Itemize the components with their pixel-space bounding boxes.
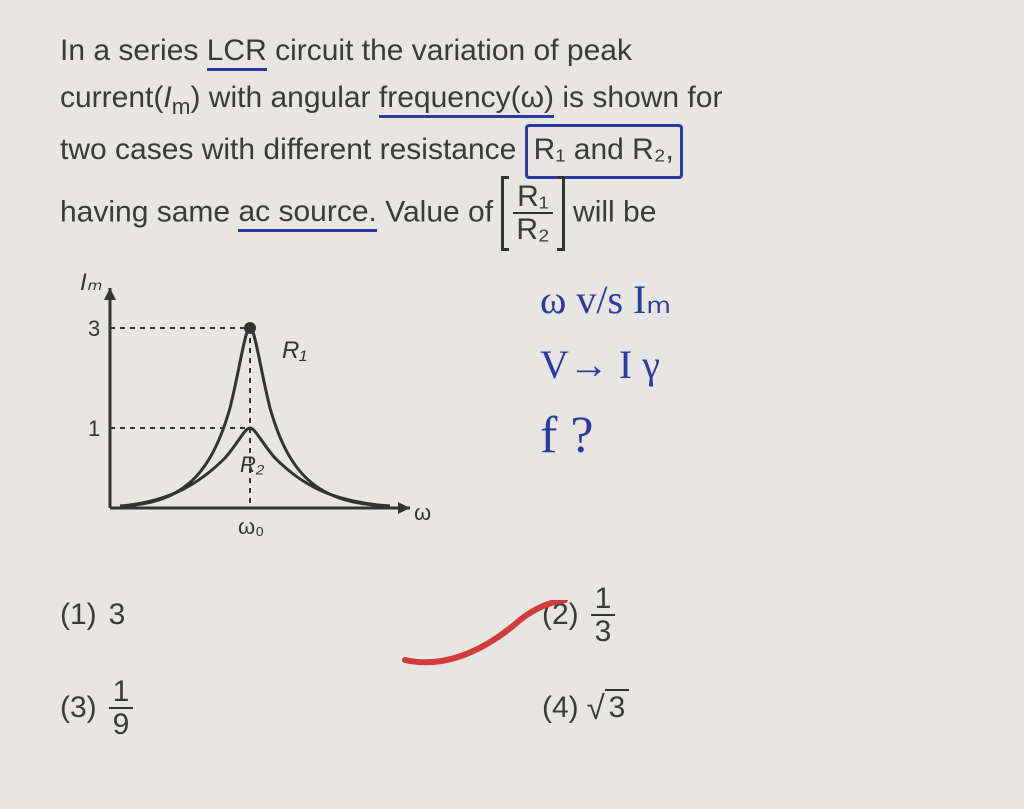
ratio-bracket: R₁ R₂ xyxy=(501,179,564,248)
option-4-rad: 3 xyxy=(605,689,630,724)
graph: Iₘ 3 1 R₁ R₂ ω₀ ω xyxy=(60,258,480,563)
option-1[interactable]: (1) 3 xyxy=(60,583,502,648)
q-seg: is shown for xyxy=(554,81,722,114)
y-tick-1: 1 xyxy=(88,416,100,441)
hand-line-1: ω v/s Iₘ xyxy=(540,276,984,323)
y-tick-3: 3 xyxy=(88,316,100,341)
q-seg: having same xyxy=(60,195,238,228)
option-4-num: (4) xyxy=(542,691,579,725)
option-3-num: (3) xyxy=(60,691,97,725)
option-2-num: (2) xyxy=(542,598,579,632)
option-1-val: 3 xyxy=(109,598,126,632)
q-seg: will be xyxy=(573,195,656,228)
x-axis-label: ω xyxy=(414,500,431,525)
q-r1r2-box: R₁ and R₂, xyxy=(525,124,683,179)
option-2[interactable]: (2) 1 3 xyxy=(542,583,984,648)
q-im: I xyxy=(163,81,171,114)
curve-label-r1: R₁ xyxy=(282,337,307,364)
q-freq: frequency(ω) xyxy=(379,81,554,118)
handwriting: ω v/s Iₘ V→ I γ f ? xyxy=(480,258,984,563)
ratio-den: R₂ xyxy=(512,214,553,246)
page: In a series LCR circuit the variation of… xyxy=(0,0,1024,761)
option-3-denom: 9 xyxy=(109,709,134,741)
option-1-num: (1) xyxy=(60,598,97,632)
hand-line-3: f ? xyxy=(540,406,984,465)
question-text: In a series LCR circuit the variation of… xyxy=(60,28,984,248)
option-2-frac: 1 3 xyxy=(591,583,616,648)
curve-label-r2: R₂ xyxy=(240,452,265,477)
y-axis-label: Iₘ xyxy=(80,269,102,296)
q-seg: Value of xyxy=(385,195,501,228)
hand-line-2: V→ I γ xyxy=(540,341,984,388)
q-seg: In a series xyxy=(60,34,207,67)
q-im-sub: m xyxy=(172,94,191,119)
option-4[interactable]: (4) 3 xyxy=(542,676,984,741)
q-seg: circuit the variation of peak xyxy=(275,34,632,67)
q-acsrc: ac source. xyxy=(238,195,376,232)
option-4-sqrt: 3 xyxy=(591,691,630,725)
option-2-denom: 3 xyxy=(591,616,616,648)
option-3-numer: 1 xyxy=(109,676,134,710)
options-grid: (1) 3 (2) 1 3 (3) 1 9 (4) 3 xyxy=(60,583,984,741)
option-3[interactable]: (3) 1 9 xyxy=(60,676,502,741)
x-tick-w0: ω₀ xyxy=(238,514,264,539)
ratio-frac: R₁ R₂ xyxy=(512,181,553,246)
option-2-numer: 1 xyxy=(591,583,616,617)
option-3-frac: 1 9 xyxy=(109,676,134,741)
q-seg: ) with angular xyxy=(190,81,378,114)
q-seg: current( xyxy=(60,81,163,114)
resonance-graph: Iₘ 3 1 R₁ R₂ ω₀ ω xyxy=(60,258,440,558)
content-row: Iₘ 3 1 R₁ R₂ ω₀ ω ω v/s Iₘ V→ I γ f ? xyxy=(60,258,984,563)
q-lcr: LCR xyxy=(207,34,267,71)
q-seg: two cases with different resistance xyxy=(60,133,525,166)
ratio-num: R₁ xyxy=(513,181,553,215)
